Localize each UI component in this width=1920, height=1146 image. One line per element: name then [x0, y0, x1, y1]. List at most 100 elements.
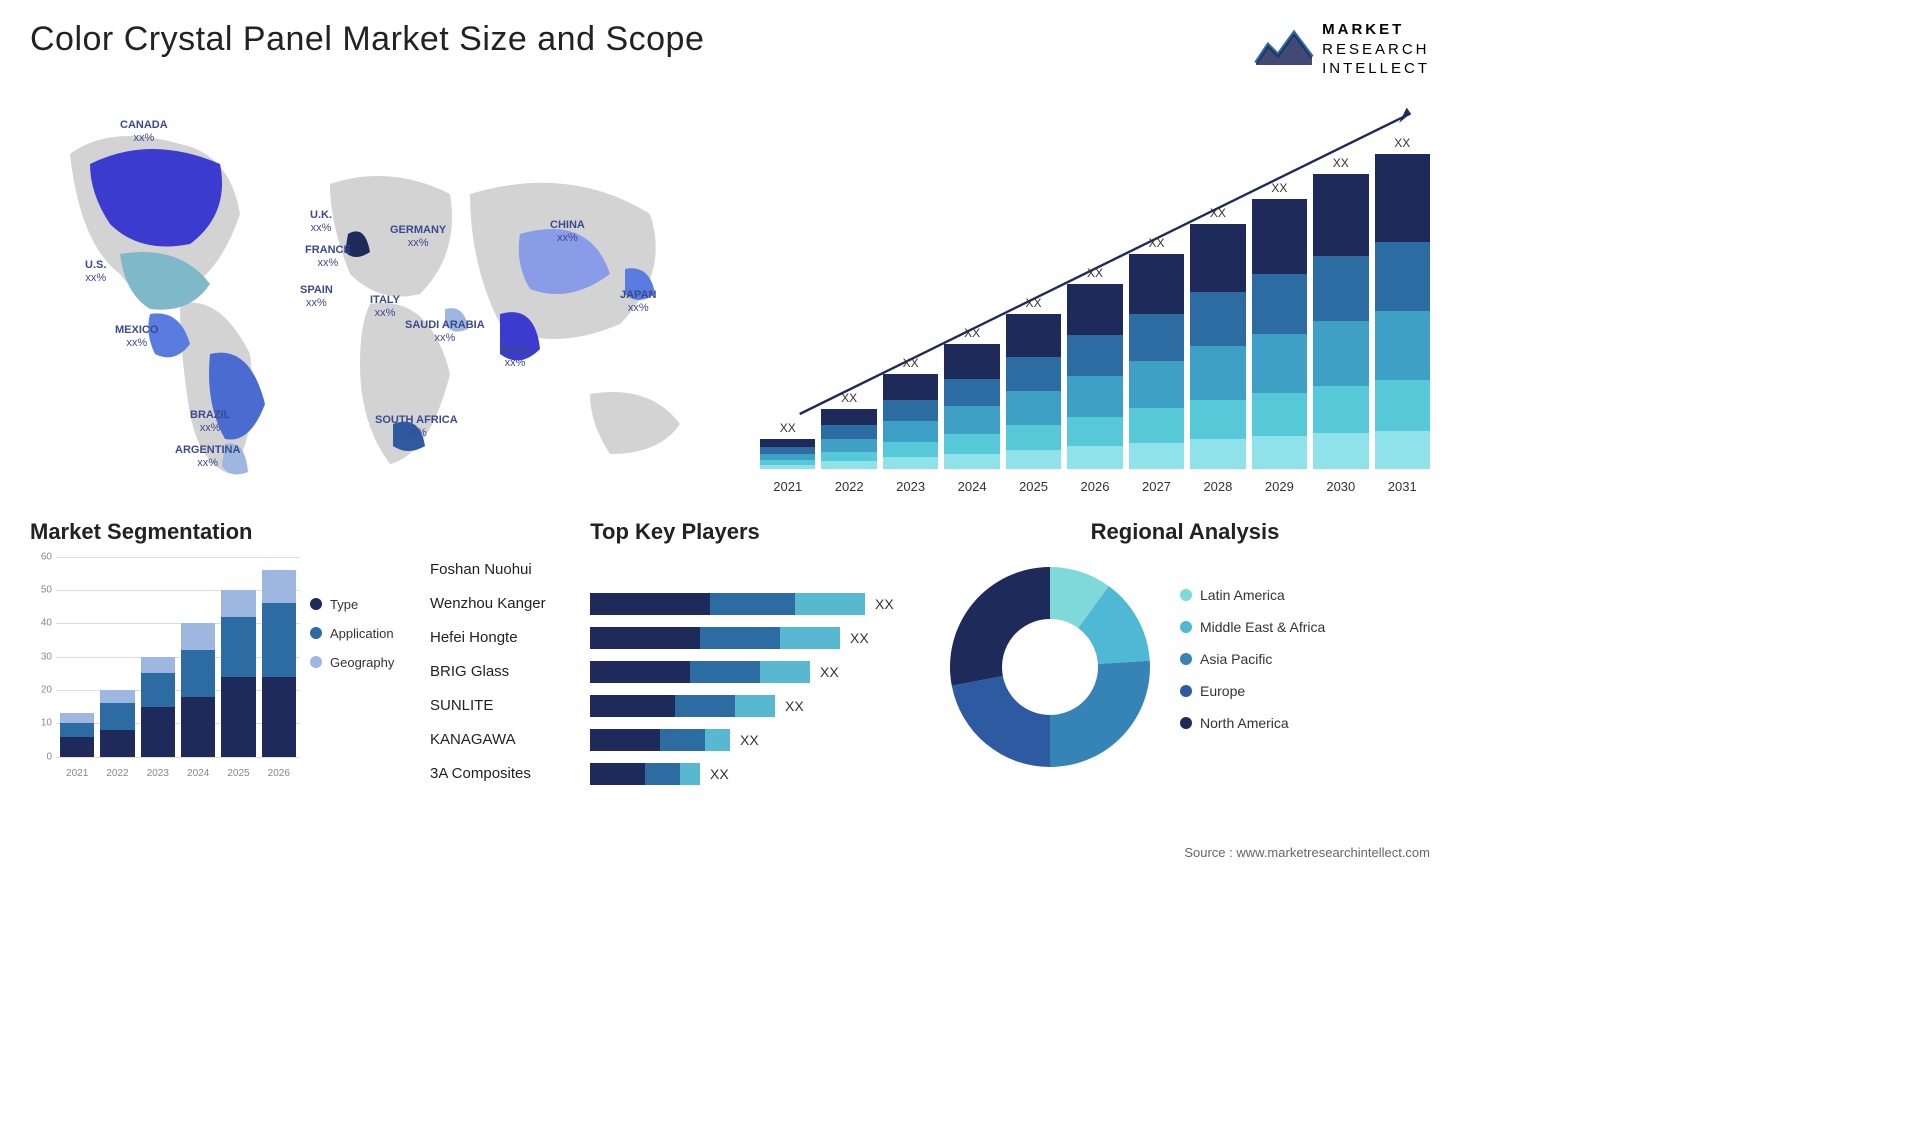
segmentation-title: Market Segmentation	[30, 519, 410, 545]
seg-bar-2021	[60, 713, 94, 756]
player-value: XX	[850, 630, 869, 646]
growth-bar-2022: XX	[821, 391, 876, 469]
map-label-us: U.S.xx%	[85, 259, 106, 285]
regional-donut	[940, 557, 1160, 777]
player-name: SUNLITE	[430, 697, 590, 714]
growth-bar-2028: XX	[1190, 206, 1245, 469]
growth-bar-label: XX	[1210, 206, 1226, 220]
regional-panel: Regional Analysis Latin America Middle Ea…	[940, 519, 1430, 797]
source-citation: Source : www.marketresearchintellect.com	[1184, 845, 1430, 860]
player-name: Wenzhou Kanger	[430, 595, 590, 612]
growth-year-label: 2031	[1375, 479, 1430, 494]
growth-year-label: 2030	[1313, 479, 1368, 494]
logo-mark-icon	[1254, 27, 1314, 72]
growth-year-label: 2026	[1067, 479, 1122, 494]
growth-bar-2021: XX	[760, 421, 815, 469]
growth-bar-label: XX	[903, 356, 919, 370]
growth-year-label: 2023	[883, 479, 938, 494]
growth-year-label: 2028	[1190, 479, 1245, 494]
growth-bar-2026: XX	[1067, 266, 1122, 469]
seg-year-label: 2024	[181, 768, 215, 779]
map-label-brazil: BRAZILxx%	[190, 409, 230, 435]
growth-year-label: 2022	[821, 479, 876, 494]
player-row: 3A Composites XX	[430, 761, 920, 787]
page-title: Color Crystal Panel Market Size and Scop…	[30, 20, 704, 59]
regional-legend-item: Middle East & Africa	[1180, 619, 1325, 635]
growth-bar-2031: XX	[1375, 136, 1430, 469]
player-row: BRIG Glass XX	[430, 659, 920, 685]
growth-chart: XX XX XX XX XX XX XX XX XX XX XX 2021 2022 2023 2024 2…	[760, 94, 1430, 494]
player-row: SUNLITE XX	[430, 693, 920, 719]
map-label-italy: ITALYxx%	[370, 294, 400, 320]
player-value: XX	[875, 596, 894, 612]
seg-year-label: 2025	[221, 768, 255, 779]
seg-year-label: 2026	[262, 768, 296, 779]
growth-bar-label: XX	[841, 391, 857, 405]
seg-year-label: 2023	[141, 768, 175, 779]
growth-year-label: 2029	[1252, 479, 1307, 494]
player-value: XX	[740, 732, 759, 748]
seg-year-label: 2021	[60, 768, 94, 779]
growth-bar-2030: XX	[1313, 156, 1368, 469]
map-label-japan: JAPANxx%	[620, 289, 656, 315]
growth-bar-label: XX	[1394, 136, 1410, 150]
world-map-panel: CANADAxx% U.S.xx% MEXICOxx% BRAZILxx% ARGENT…	[30, 94, 730, 494]
growth-bar-label: XX	[1271, 181, 1287, 195]
growth-bar-2024: XX	[944, 326, 999, 469]
growth-bar-2029: XX	[1252, 181, 1307, 469]
growth-year-label: 2027	[1129, 479, 1184, 494]
growth-bar-2027: XX	[1129, 236, 1184, 469]
player-row: Hefei Hongte XX	[430, 625, 920, 651]
map-label-germany: GERMANYxx%	[390, 224, 446, 250]
regional-legend-item: Asia Pacific	[1180, 651, 1325, 667]
growth-bar-label: XX	[1026, 296, 1042, 310]
map-label-india: INDIAxx%	[500, 344, 530, 370]
map-label-china: CHINAxx%	[550, 219, 585, 245]
donut-slice-europe	[952, 675, 1050, 766]
player-name: Hefei Hongte	[430, 629, 590, 646]
seg-bar-2025	[221, 590, 255, 757]
regional-legend-item: North America	[1180, 715, 1325, 731]
player-row: Wenzhou Kanger XX	[430, 591, 920, 617]
map-label-france: FRANCExx%	[305, 244, 351, 270]
player-name: 3A Composites	[430, 765, 590, 782]
growth-year-label: 2025	[1006, 479, 1061, 494]
seg-bar-2022	[100, 690, 134, 757]
player-value: XX	[710, 766, 729, 782]
player-value: XX	[820, 664, 839, 680]
player-name: KANAGAWA	[430, 731, 590, 748]
growth-bar-label: XX	[1333, 156, 1349, 170]
growth-bar-2025: XX	[1006, 296, 1061, 469]
map-label-argentina: ARGENTINAxx%	[175, 444, 240, 470]
player-name: BRIG Glass	[430, 663, 590, 680]
map-label-canada: CANADAxx%	[120, 119, 168, 145]
player-value: XX	[785, 698, 804, 714]
seg-bar-2026	[262, 570, 296, 757]
player-row: KANAGAWA XX	[430, 727, 920, 753]
donut-slice-asia-pacific	[1050, 660, 1150, 766]
growth-bar-label: XX	[1148, 236, 1164, 250]
seg-year-label: 2022	[100, 768, 134, 779]
map-label-southafrica: SOUTH AFRICAxx%	[375, 414, 458, 440]
seg-legend-item: Type	[310, 597, 410, 612]
logo-line1: MARKET	[1322, 20, 1430, 40]
growth-bar-2023: XX	[883, 356, 938, 469]
seg-bar-2023	[141, 657, 175, 757]
growth-year-label: 2024	[944, 479, 999, 494]
player-name: Foshan Nuohui	[430, 561, 590, 578]
map-label-uk: U.K.xx%	[310, 209, 332, 235]
player-row: Foshan Nuohui	[430, 557, 920, 583]
seg-bar-2024	[181, 623, 215, 756]
map-label-saudiarabia: SAUDI ARABIAxx%	[405, 319, 485, 345]
donut-slice-north-america	[950, 567, 1050, 686]
segmentation-panel: Market Segmentation 0102030405060 202120…	[30, 519, 410, 797]
growth-bar-label: XX	[1087, 266, 1103, 280]
map-label-spain: SPAINxx%	[300, 284, 333, 310]
map-label-mexico: MEXICOxx%	[115, 324, 158, 350]
regional-legend-item: Latin America	[1180, 587, 1325, 603]
growth-year-label: 2021	[760, 479, 815, 494]
regional-title: Regional Analysis	[940, 519, 1430, 545]
seg-legend-item: Geography	[310, 655, 410, 670]
brand-logo: MARKET RESEARCH INTELLECT	[1254, 20, 1430, 79]
growth-bar-label: XX	[780, 421, 796, 435]
